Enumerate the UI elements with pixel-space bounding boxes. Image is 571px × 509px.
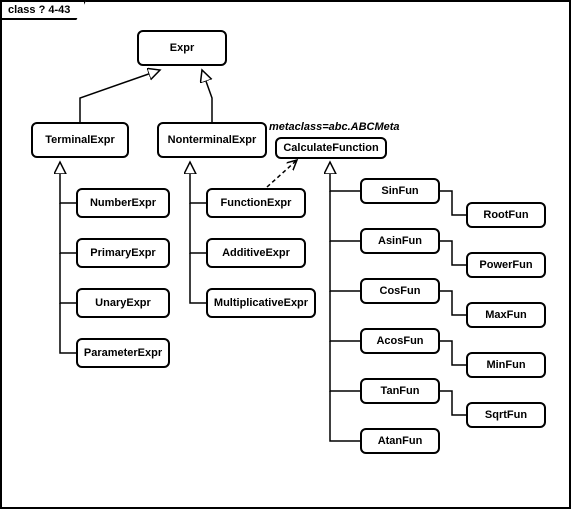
node-rootfun: RootFun xyxy=(466,202,546,228)
node-minfun: MinFun xyxy=(466,352,546,378)
frame-label: class ? 4-43 xyxy=(0,0,86,20)
node-nonterminal: NonterminalExpr xyxy=(157,122,267,158)
edge-atanfun-calcfunc xyxy=(330,391,360,441)
node-multexpr: MultiplicativeExpr xyxy=(206,288,316,318)
edge-maxfun-calcfunc xyxy=(440,291,466,315)
edge-parameterexpr-terminal xyxy=(60,303,76,353)
node-calcfunc: CalculateFunction xyxy=(275,137,387,159)
edge-unaryexpr-terminal xyxy=(60,253,76,303)
node-primaryexpr: PrimaryExpr xyxy=(76,238,170,268)
node-cosfun: CosFun xyxy=(360,278,440,304)
node-atanfun: AtanFun xyxy=(360,428,440,454)
edge-terminal-expr xyxy=(80,70,160,122)
node-tanfun: TanFun xyxy=(360,378,440,404)
node-sqrtfun: SqrtFun xyxy=(466,402,546,428)
node-unaryexpr: UnaryExpr xyxy=(76,288,170,318)
node-functionexpr: FunctionExpr xyxy=(206,188,306,218)
edge-acosfun-calcfunc xyxy=(330,291,360,341)
edge-powerfun-calcfunc xyxy=(440,241,466,265)
node-asinfun: AsinFun xyxy=(360,228,440,254)
edge-tanfun-calcfunc xyxy=(330,341,360,391)
metaclass-annotation: metaclass=abc.ABCMeta xyxy=(269,121,400,133)
edge-functionexpr-calcfunc xyxy=(267,160,297,187)
edge-rootfun-calcfunc xyxy=(440,191,466,215)
edge-sqrtfun-calcfunc xyxy=(440,391,466,415)
edge-nonterminal-expr xyxy=(202,70,212,122)
node-additiveexpr: AdditiveExpr xyxy=(206,238,306,268)
node-maxfun: MaxFun xyxy=(466,302,546,328)
node-sinfun: SinFun xyxy=(360,178,440,204)
edge-asinfun-calcfunc xyxy=(330,191,360,241)
edge-numberexpr-terminal xyxy=(60,162,76,203)
edge-primaryexpr-terminal xyxy=(60,203,76,253)
edge-minfun-calcfunc xyxy=(440,341,466,365)
node-powerfun: PowerFun xyxy=(466,252,546,278)
edge-functionexpr-nonterminal xyxy=(190,162,206,203)
node-expr: Expr xyxy=(137,30,227,66)
edge-additiveexpr-nonterminal xyxy=(190,203,206,253)
edge-multexpr-nonterminal xyxy=(190,253,206,303)
diagram-frame: class ? 4-43 Expr TerminalExpr Nonterminal… xyxy=(0,0,571,509)
node-terminal: TerminalExpr xyxy=(31,122,129,158)
edge-sinfun-calcfunc xyxy=(330,162,360,191)
node-parameterexpr: ParameterExpr xyxy=(76,338,170,368)
node-acosfun: AcosFun xyxy=(360,328,440,354)
node-numberexpr: NumberExpr xyxy=(76,188,170,218)
edge-cosfun-calcfunc xyxy=(330,241,360,291)
